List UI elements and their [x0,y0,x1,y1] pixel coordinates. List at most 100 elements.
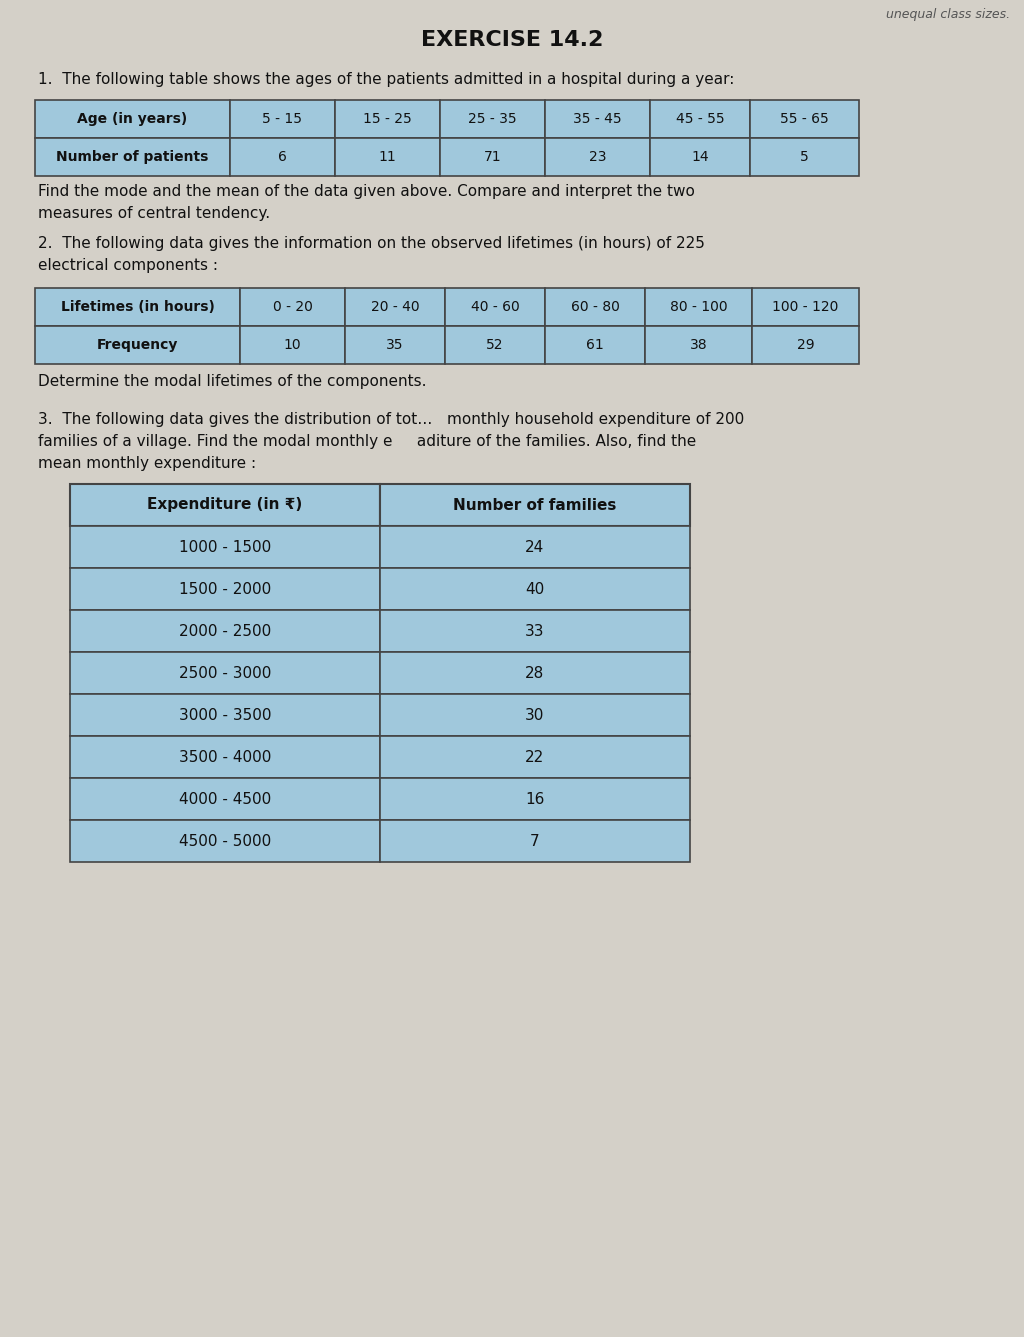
FancyBboxPatch shape [70,484,380,525]
Text: 10: 10 [284,338,301,352]
FancyBboxPatch shape [650,138,750,176]
FancyBboxPatch shape [752,326,859,364]
Text: Determine the modal lifetimes of the components.: Determine the modal lifetimes of the com… [38,374,427,389]
Text: 3.  The following data gives the distribution of tot…   monthly household expend: 3. The following data gives the distribu… [38,412,744,427]
Text: 4500 - 5000: 4500 - 5000 [179,833,271,849]
FancyBboxPatch shape [70,820,380,862]
FancyBboxPatch shape [345,326,445,364]
Text: 11: 11 [379,150,396,164]
Text: 5 - 15: 5 - 15 [262,112,302,126]
FancyBboxPatch shape [752,287,859,326]
Text: 1500 - 2000: 1500 - 2000 [179,582,271,596]
FancyBboxPatch shape [545,326,645,364]
FancyBboxPatch shape [445,287,545,326]
Text: EXERCISE 14.2: EXERCISE 14.2 [421,29,603,49]
FancyBboxPatch shape [645,287,752,326]
FancyBboxPatch shape [70,694,380,735]
Text: 6: 6 [279,150,287,164]
Text: 22: 22 [525,750,545,765]
FancyBboxPatch shape [380,568,690,610]
FancyBboxPatch shape [545,100,650,138]
FancyBboxPatch shape [445,326,545,364]
Text: Frequency: Frequency [97,338,178,352]
FancyBboxPatch shape [230,100,335,138]
Text: 16: 16 [525,792,545,806]
FancyBboxPatch shape [440,138,545,176]
FancyBboxPatch shape [70,652,380,694]
FancyBboxPatch shape [380,652,690,694]
Text: 52: 52 [486,338,504,352]
FancyBboxPatch shape [380,778,690,820]
FancyBboxPatch shape [645,326,752,364]
FancyBboxPatch shape [70,610,380,652]
Text: 1.  The following table shows the ages of the patients admitted in a hospital du: 1. The following table shows the ages of… [38,72,734,87]
Text: Number of patients: Number of patients [56,150,209,164]
FancyBboxPatch shape [545,138,650,176]
FancyBboxPatch shape [750,100,859,138]
FancyBboxPatch shape [380,525,690,568]
FancyBboxPatch shape [70,525,380,568]
Text: electrical components :: electrical components : [38,258,218,273]
Text: families of a village. Find the modal monthly e     aditure of the families. Als: families of a village. Find the modal mo… [38,435,696,449]
Text: Find the mode and the mean of the data given above. Compare and interpret the tw: Find the mode and the mean of the data g… [38,185,695,199]
Text: measures of central tendency.: measures of central tendency. [38,206,270,221]
FancyBboxPatch shape [380,735,690,778]
FancyBboxPatch shape [345,287,445,326]
Text: 60 - 80: 60 - 80 [570,299,620,314]
Text: unequal class sizes.: unequal class sizes. [886,8,1010,21]
Text: 30: 30 [525,707,545,722]
Text: 55 - 65: 55 - 65 [780,112,828,126]
Text: 33: 33 [525,623,545,639]
Text: 80 - 100: 80 - 100 [670,299,727,314]
FancyBboxPatch shape [35,287,240,326]
Text: 38: 38 [690,338,708,352]
Text: 25 - 35: 25 - 35 [468,112,517,126]
FancyBboxPatch shape [650,100,750,138]
Text: 14: 14 [691,150,709,164]
Text: 29: 29 [797,338,814,352]
Text: 3000 - 3500: 3000 - 3500 [179,707,271,722]
FancyBboxPatch shape [380,820,690,862]
FancyBboxPatch shape [240,326,345,364]
FancyBboxPatch shape [240,287,345,326]
FancyBboxPatch shape [70,568,380,610]
FancyBboxPatch shape [750,138,859,176]
Text: mean monthly expenditure :: mean monthly expenditure : [38,456,256,471]
FancyBboxPatch shape [380,610,690,652]
FancyBboxPatch shape [35,138,230,176]
Text: 3500 - 4000: 3500 - 4000 [179,750,271,765]
Text: 71: 71 [483,150,502,164]
Text: 15 - 25: 15 - 25 [364,112,412,126]
Text: 4000 - 4500: 4000 - 4500 [179,792,271,806]
Text: 20 - 40: 20 - 40 [371,299,419,314]
Text: 40 - 60: 40 - 60 [471,299,519,314]
FancyBboxPatch shape [545,287,645,326]
Text: 100 - 120: 100 - 120 [772,299,839,314]
Text: 2500 - 3000: 2500 - 3000 [179,666,271,681]
Text: 35 - 45: 35 - 45 [573,112,622,126]
FancyBboxPatch shape [70,778,380,820]
FancyBboxPatch shape [440,100,545,138]
Text: 24: 24 [525,540,545,555]
Text: 35: 35 [386,338,403,352]
FancyBboxPatch shape [335,100,440,138]
Text: 23: 23 [589,150,606,164]
Text: 45 - 55: 45 - 55 [676,112,724,126]
Text: 0 - 20: 0 - 20 [272,299,312,314]
Text: Lifetimes (in hours): Lifetimes (in hours) [60,299,214,314]
Text: 61: 61 [586,338,604,352]
Text: Expenditure (in ₹): Expenditure (in ₹) [147,497,303,512]
Text: 5: 5 [800,150,809,164]
FancyBboxPatch shape [230,138,335,176]
FancyBboxPatch shape [335,138,440,176]
FancyBboxPatch shape [70,735,380,778]
Text: 7: 7 [530,833,540,849]
Text: 28: 28 [525,666,545,681]
FancyBboxPatch shape [35,100,230,138]
FancyBboxPatch shape [380,484,690,525]
FancyBboxPatch shape [35,326,240,364]
Text: Number of families: Number of families [454,497,616,512]
Text: 2.  The following data gives the information on the observed lifetimes (in hours: 2. The following data gives the informat… [38,237,705,251]
FancyBboxPatch shape [380,694,690,735]
Text: 40: 40 [525,582,545,596]
